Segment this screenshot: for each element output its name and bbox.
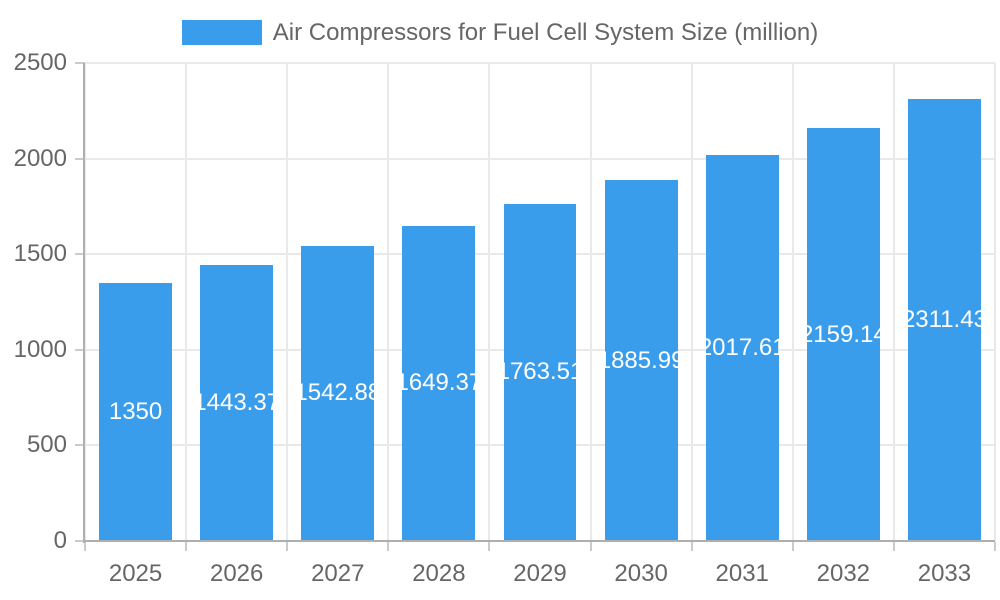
x-tick-label: 2027 — [311, 560, 365, 587]
y-tick-label: 1000 — [13, 335, 67, 363]
bar-value-label: 1350 — [108, 397, 163, 425]
v-gridline — [84, 63, 86, 541]
bar-2033[interactable]: 2311.43 — [908, 99, 981, 541]
x-tick-label: 2030 — [614, 560, 668, 587]
bar-2026[interactable]: 1443.37 — [200, 265, 274, 541]
x-tick-label: 2032 — [816, 560, 871, 587]
h-gridline — [85, 62, 995, 64]
v-gridline — [286, 63, 289, 541]
y-tick-mark — [75, 348, 85, 351]
bar-2025[interactable]: 1350 — [99, 282, 172, 541]
v-gridline — [589, 63, 592, 541]
bar-value-label: 1763.51 — [504, 358, 577, 386]
x-tick-label: 2028 — [412, 560, 466, 587]
bar-2032[interactable]: 2159.14 — [806, 128, 880, 541]
x-tick-label: 2025 — [108, 560, 163, 587]
y-tick-mark — [75, 253, 85, 256]
x-tick-mark — [185, 542, 188, 551]
x-tick-label: 2026 — [209, 560, 264, 587]
y-tick-mark — [75, 444, 85, 447]
bar-2028[interactable]: 1649.37 — [402, 225, 476, 541]
x-tick-mark — [892, 542, 895, 551]
v-gridline — [387, 63, 390, 541]
y-tick-label: 500 — [26, 431, 67, 459]
v-gridline — [791, 63, 794, 541]
bar-2031[interactable]: 2017.61 — [705, 155, 779, 541]
y-tick-label: 0 — [53, 527, 67, 554]
bar-value-label: 2159.14 — [807, 320, 880, 348]
bar-2027[interactable]: 1542.88 — [301, 246, 375, 541]
bar-value-label: 1443.37 — [200, 389, 273, 416]
x-tick-mark — [286, 542, 289, 551]
v-gridline — [690, 63, 693, 541]
y-axis-line — [83, 63, 85, 543]
x-axis-line — [83, 540, 995, 542]
x-tick-mark — [84, 542, 86, 551]
y-tick-mark — [75, 62, 85, 64]
v-gridline — [892, 63, 895, 541]
legend-swatch — [181, 20, 262, 45]
bar-value-label: 2017.61 — [706, 334, 779, 362]
legend-item[interactable]: Air Compressors for Fuel Cell System Siz… — [0, 20, 1000, 45]
bar-value-label: 1649.37 — [402, 369, 475, 397]
v-gridline — [994, 63, 996, 541]
x-tick-mark — [589, 542, 592, 551]
x-tick-mark — [791, 542, 794, 551]
x-tick-mark — [994, 542, 996, 551]
bar-value-label: 1542.88 — [301, 379, 374, 407]
x-tick-label: 2033 — [917, 560, 972, 587]
x-tick-label: 2031 — [715, 560, 769, 587]
bar-2030[interactable]: 1885.99 — [604, 180, 678, 541]
x-tick-mark — [387, 542, 390, 551]
bar-2029[interactable]: 1763.51 — [503, 203, 577, 541]
x-tick-label: 2029 — [513, 560, 567, 587]
v-gridline — [488, 63, 491, 541]
x-tick-mark — [690, 542, 693, 551]
y-tick-label: 2500 — [13, 49, 67, 76]
bar-value-label: 2311.43 — [908, 306, 981, 334]
y-tick-mark — [75, 540, 85, 542]
h-gridline — [85, 157, 995, 160]
bar-value-label: 1885.99 — [605, 346, 678, 374]
x-tick-mark — [488, 542, 491, 551]
legend-label: Air Compressors for Fuel Cell System Siz… — [272, 19, 819, 46]
y-tick-label: 2000 — [13, 144, 67, 172]
y-tick-mark — [75, 157, 85, 160]
y-tick-label: 1500 — [13, 240, 67, 268]
v-gridline — [185, 63, 188, 541]
